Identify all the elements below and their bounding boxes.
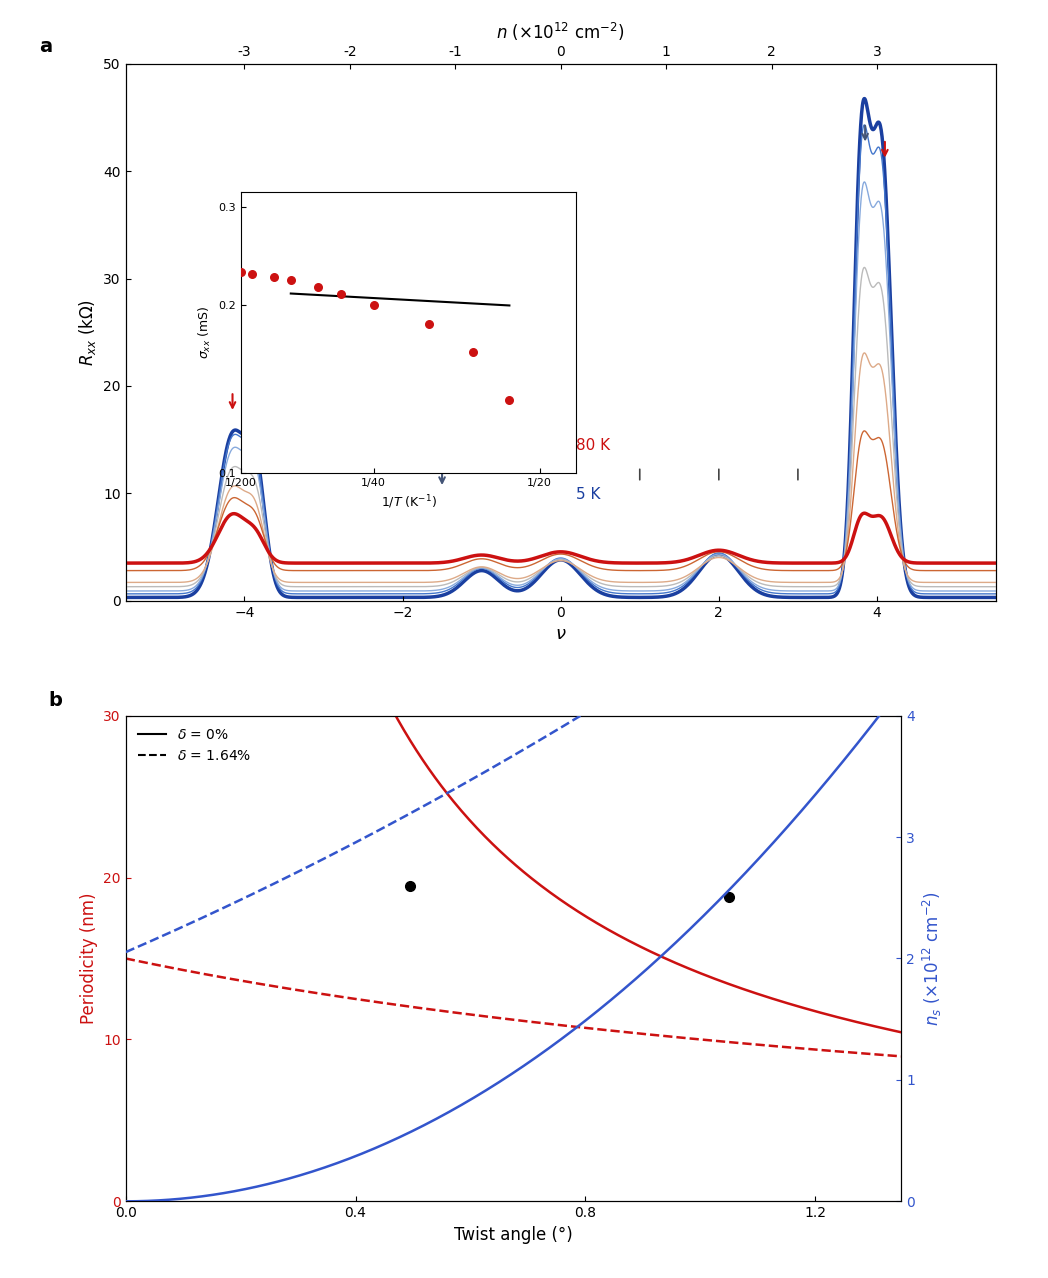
Point <box>366 295 383 316</box>
Point <box>465 341 482 362</box>
X-axis label: 1/$T$ (K$^{-1}$): 1/$T$ (K$^{-1}$) <box>380 493 437 511</box>
X-axis label: $\nu$: $\nu$ <box>554 625 567 643</box>
Y-axis label: $\sigma_{xx}$ (mS): $\sigma_{xx}$ (mS) <box>197 305 213 359</box>
Y-axis label: $n_s$ ($\times$10$^{12}$ cm$^{-2}$): $n_s$ ($\times$10$^{12}$ cm$^{-2}$) <box>920 891 943 1026</box>
Point <box>310 276 327 296</box>
Legend: $\delta$ = 0%, $\delta$ = 1.64%: $\delta$ = 0%, $\delta$ = 1.64% <box>133 722 257 768</box>
Point <box>501 390 518 410</box>
Point <box>282 270 299 290</box>
Y-axis label: Periodicity (nm): Periodicity (nm) <box>80 893 97 1024</box>
Y-axis label: $R_{xx}$ (k$\Omega$): $R_{xx}$ (k$\Omega$) <box>77 299 97 366</box>
Point <box>233 261 249 281</box>
Text: b: b <box>48 691 62 711</box>
X-axis label: Twist angle (°): Twist angle (°) <box>454 1226 573 1243</box>
Text: a: a <box>39 37 52 56</box>
Text: 5 K: 5 K <box>576 487 601 502</box>
Point <box>266 267 283 288</box>
Point <box>244 263 261 284</box>
Point <box>420 314 437 335</box>
Point <box>332 284 349 304</box>
Text: 80 K: 80 K <box>576 438 611 454</box>
X-axis label: $n$ ($\times$10$^{12}$ cm$^{-2}$): $n$ ($\times$10$^{12}$ cm$^{-2}$) <box>497 22 625 43</box>
